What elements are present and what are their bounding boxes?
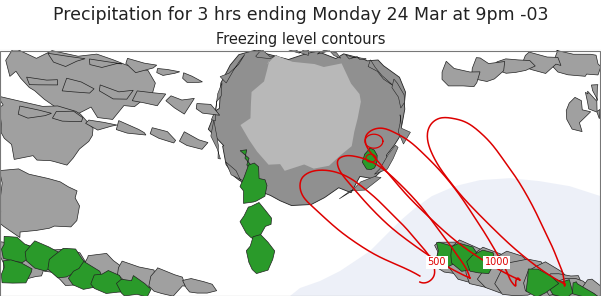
Text: 1000: 1000 [484,257,509,267]
Polygon shape [69,261,108,289]
Polygon shape [572,282,600,296]
Polygon shape [6,46,155,119]
Polygon shape [545,274,585,296]
Polygon shape [0,242,47,279]
Polygon shape [435,242,481,276]
Text: Precipitation for 3 hrs ending Monday 24 Mar at 9pm -03: Precipitation for 3 hrs ending Monday 24… [53,6,548,24]
Polygon shape [240,163,267,203]
Polygon shape [157,68,180,75]
Polygon shape [117,120,146,135]
Polygon shape [117,261,154,293]
Polygon shape [132,91,166,106]
Polygon shape [467,250,495,274]
Polygon shape [522,52,561,73]
Polygon shape [449,240,497,283]
Polygon shape [0,96,93,165]
Polygon shape [255,49,277,59]
Polygon shape [553,47,601,76]
Polygon shape [44,249,91,286]
Polygon shape [523,262,572,296]
Polygon shape [578,279,601,296]
Text: Freezing level contours: Freezing level contours [216,32,385,47]
Polygon shape [477,251,533,293]
Polygon shape [26,77,58,85]
Polygon shape [150,128,175,143]
Polygon shape [226,162,254,190]
Polygon shape [368,60,394,86]
Polygon shape [240,55,361,171]
Polygon shape [526,269,559,296]
Text: 500: 500 [427,257,446,267]
Polygon shape [85,120,117,130]
Polygon shape [585,91,600,119]
Polygon shape [362,148,377,170]
Polygon shape [183,73,203,82]
Polygon shape [290,178,600,296]
Polygon shape [220,54,245,83]
Polygon shape [18,106,52,118]
Polygon shape [451,243,479,271]
Polygon shape [48,248,87,278]
Polygon shape [99,85,133,99]
Polygon shape [286,49,309,55]
Polygon shape [180,132,208,149]
Polygon shape [558,278,601,296]
Polygon shape [90,59,122,67]
Polygon shape [209,50,406,205]
Polygon shape [494,59,535,73]
Polygon shape [2,236,38,263]
Polygon shape [197,104,220,115]
Polygon shape [211,120,221,159]
Polygon shape [25,241,60,271]
Polygon shape [183,279,217,293]
Polygon shape [117,276,151,296]
Polygon shape [398,115,410,144]
Polygon shape [48,53,85,67]
Polygon shape [126,58,157,73]
Polygon shape [566,97,591,132]
Polygon shape [166,96,194,114]
Polygon shape [591,85,598,101]
Polygon shape [240,150,259,187]
Polygon shape [52,111,83,122]
Polygon shape [374,145,398,174]
Polygon shape [82,253,123,287]
Polygon shape [62,78,94,93]
Polygon shape [317,50,341,58]
Polygon shape [472,58,505,81]
Polygon shape [0,160,79,238]
Polygon shape [442,61,480,87]
Polygon shape [212,83,222,121]
Polygon shape [435,242,459,267]
Polygon shape [495,259,549,296]
Polygon shape [545,278,573,296]
Polygon shape [91,271,127,294]
Polygon shape [149,268,186,296]
Polygon shape [392,79,404,108]
Polygon shape [346,54,366,59]
Polygon shape [465,247,517,288]
Polygon shape [240,202,272,242]
Polygon shape [246,234,275,274]
Polygon shape [339,176,381,199]
Polygon shape [1,260,32,283]
